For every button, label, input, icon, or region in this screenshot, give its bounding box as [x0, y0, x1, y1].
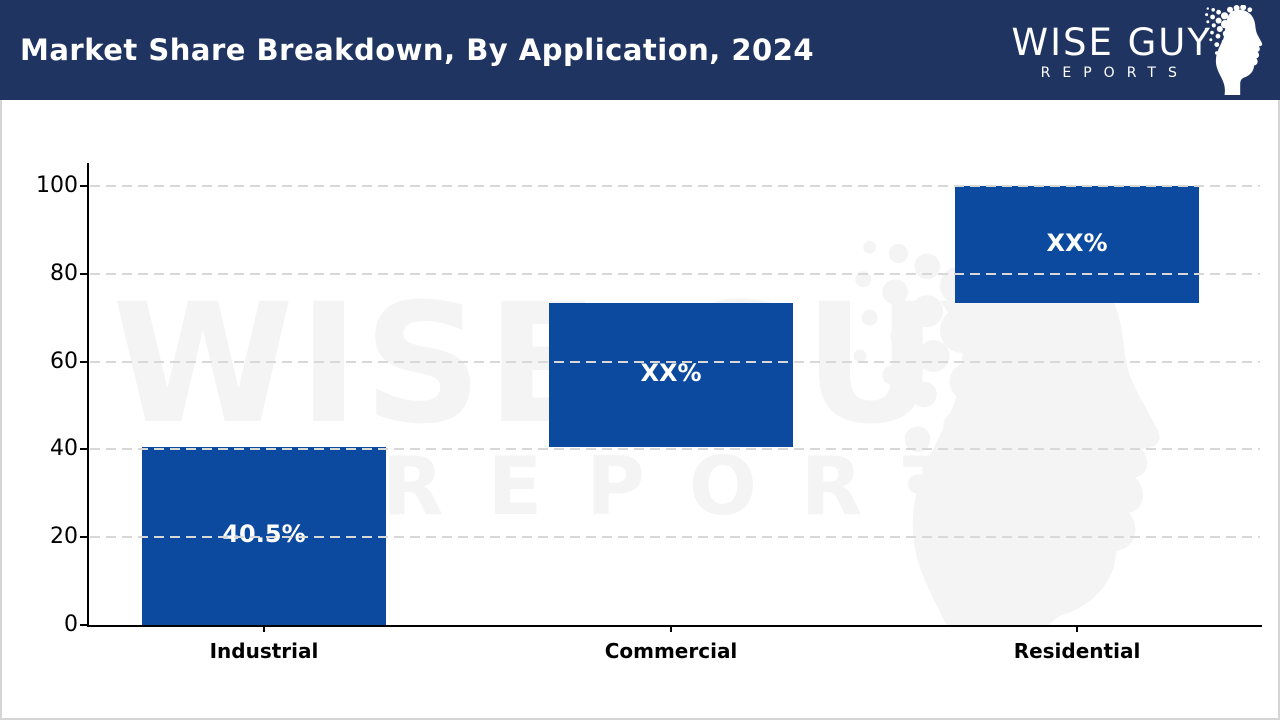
page-title: Market Share Breakdown, By Application, …: [20, 33, 815, 67]
bar-industrial: 40.5%: [142, 447, 386, 625]
bar-commercial: XX%: [549, 303, 793, 448]
y-tick-mark-20: [80, 536, 88, 539]
bar-value-label: 40.5%: [222, 520, 306, 549]
y-tick-label-60: 60: [50, 348, 78, 374]
logo-wordmark: WISE GUY: [1011, 21, 1212, 64]
y-tick-label-0: 0: [64, 612, 78, 637]
page-border-right: [1278, 100, 1280, 720]
logo-subtitle: REPORTS: [1040, 65, 1189, 81]
bar-value-label: XX%: [1046, 228, 1108, 257]
gridline-80: [90, 272, 1260, 275]
y-tick-mark-60: [80, 360, 88, 363]
y-tick-label-40: 40: [50, 436, 78, 462]
x-axis-line: [87, 625, 1262, 627]
gridline-40: [90, 448, 1260, 451]
wise-guy-logo: WISE GUY REPORTS: [1012, 4, 1274, 96]
page-border-bottom: [0, 718, 1280, 720]
y-tick-label-80: 80: [50, 260, 78, 286]
bar-value-label: XX%: [640, 359, 702, 388]
x-category-label-commercial: Commercial: [604, 639, 738, 663]
y-axis-line: [87, 163, 89, 625]
gridline-60: [90, 360, 1260, 363]
y-tick-label-100: 100: [36, 173, 78, 198]
y-tick-mark-40: [80, 448, 88, 451]
x-category-label-industrial: Industrial: [209, 639, 319, 663]
y-tick-mark-100: [80, 185, 88, 187]
x-category-label-residential: Residential: [1013, 639, 1141, 663]
logo-text: WISE GUY REPORTS: [1011, 21, 1212, 82]
watermark-subtitle: REPORTS: [382, 440, 1104, 533]
gridline-20: [90, 536, 1260, 539]
y-tick-mark-0: [80, 624, 88, 626]
x-tick-mark-industrial: [263, 625, 265, 632]
bar-residential: XX%: [955, 186, 1199, 304]
dotted-head-icon: [1204, 5, 1263, 95]
page-border-left: [0, 100, 2, 720]
header-bar: Market Share Breakdown, By Application, …: [0, 0, 1280, 100]
x-tick-mark-commercial: [670, 625, 672, 632]
gridline-100: [90, 185, 1260, 187]
y-tick-mark-80: [80, 272, 88, 275]
y-tick-label-20: 20: [50, 524, 78, 550]
x-tick-mark-residential: [1076, 625, 1078, 632]
